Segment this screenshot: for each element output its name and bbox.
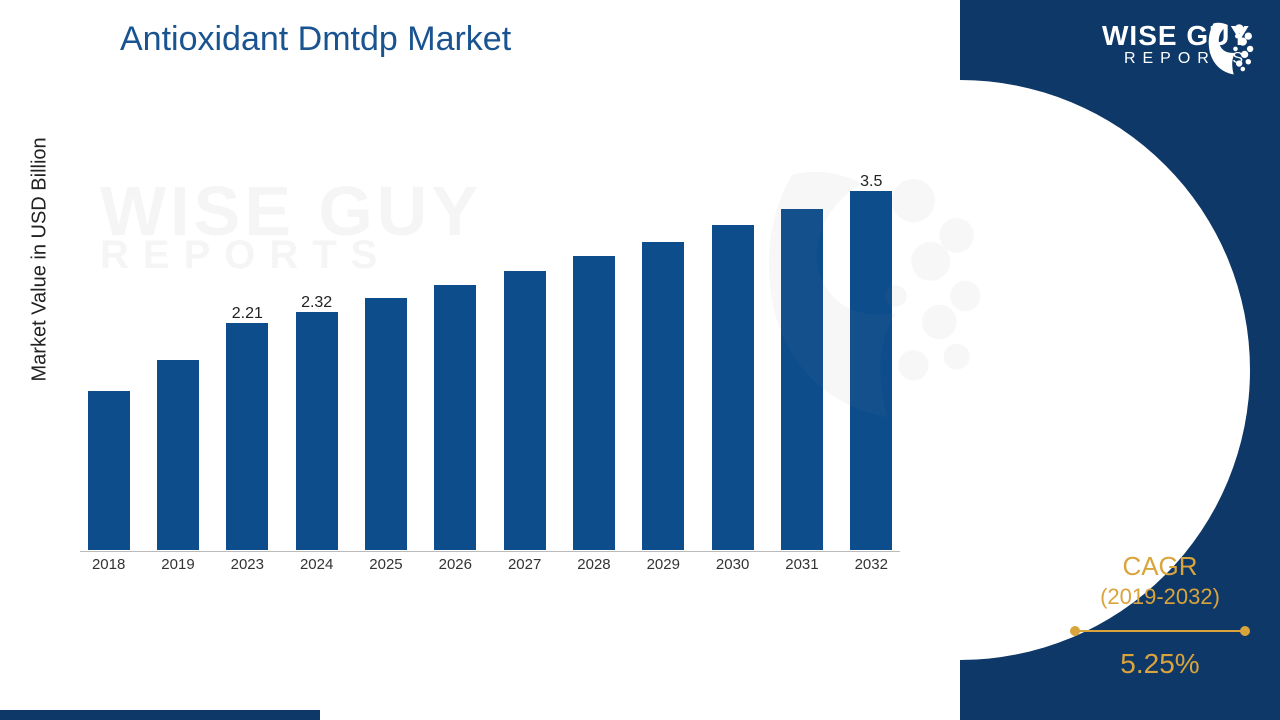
cagr-divider (1075, 630, 1245, 632)
bar-value-label: 3.5 (860, 173, 882, 191)
x-tick-label: 2026 (431, 556, 480, 580)
bar (434, 285, 476, 550)
x-tick-label: 2025 (361, 556, 410, 580)
bar-wrap (569, 256, 618, 550)
x-tick-label: 2027 (500, 556, 549, 580)
bar-wrap: 3.5 (847, 191, 896, 550)
bar-wrap: 2.32 (292, 312, 341, 550)
x-axis-line (80, 551, 900, 552)
cagr-label: CAGR (1040, 551, 1280, 582)
bars-container: 2.21 2.32 3.5 (80, 170, 900, 550)
bar-wrap (153, 360, 202, 550)
x-tick-label: 2023 (223, 556, 272, 580)
bar (781, 209, 823, 550)
brand-logo: WISE GUY REPORTS (1102, 20, 1250, 68)
bar (504, 271, 546, 550)
x-labels-container: 2018 2019 2023 2024 2025 2026 2027 2028 2029 2030… (80, 556, 900, 580)
cagr-range: (2019-2032) (1040, 584, 1280, 610)
x-tick-label: 2029 (639, 556, 688, 580)
bar (226, 323, 268, 550)
x-tick-label: 2030 (708, 556, 757, 580)
bar-wrap (639, 242, 688, 550)
chart-title: Antioxidant Dmtdp Market (120, 20, 511, 59)
cagr-value: 5.25% (1040, 648, 1280, 680)
bottom-accent-bar (0, 710, 320, 720)
main-chart-area: Antioxidant Dmtdp Market WISE GUY REPORT… (0, 0, 960, 720)
x-tick-label: 2031 (777, 556, 826, 580)
face-icon (1202, 16, 1258, 80)
bar-value-label: 2.21 (232, 305, 263, 323)
x-tick-label: 2028 (569, 556, 618, 580)
bar (365, 298, 407, 550)
x-tick-label: 2019 (153, 556, 202, 580)
bar (296, 312, 338, 550)
bar (88, 391, 130, 550)
bar-wrap: 2.21 (223, 323, 272, 550)
bar-wrap (84, 391, 133, 550)
bar-wrap (500, 271, 549, 550)
bar-wrap (708, 225, 757, 550)
bar (712, 225, 754, 550)
x-tick-label: 2018 (84, 556, 133, 580)
bar-wrap (777, 209, 826, 550)
bar-wrap (361, 298, 410, 550)
bar (157, 360, 199, 550)
bar (642, 242, 684, 550)
bar (573, 256, 615, 550)
cagr-block: CAGR (2019-2032) 5.25% (1040, 551, 1280, 680)
x-tick-label: 2024 (292, 556, 341, 580)
bar (850, 191, 892, 550)
x-tick-label: 2032 (847, 556, 896, 580)
bar-chart: 2.21 2.32 3.5 2018 2019 2023 2024 2025 2026 2027… (80, 160, 900, 580)
bar-wrap (431, 285, 480, 550)
y-axis-label: Market Value in USD Billion (29, 137, 52, 381)
bar-value-label: 2.32 (301, 294, 332, 312)
